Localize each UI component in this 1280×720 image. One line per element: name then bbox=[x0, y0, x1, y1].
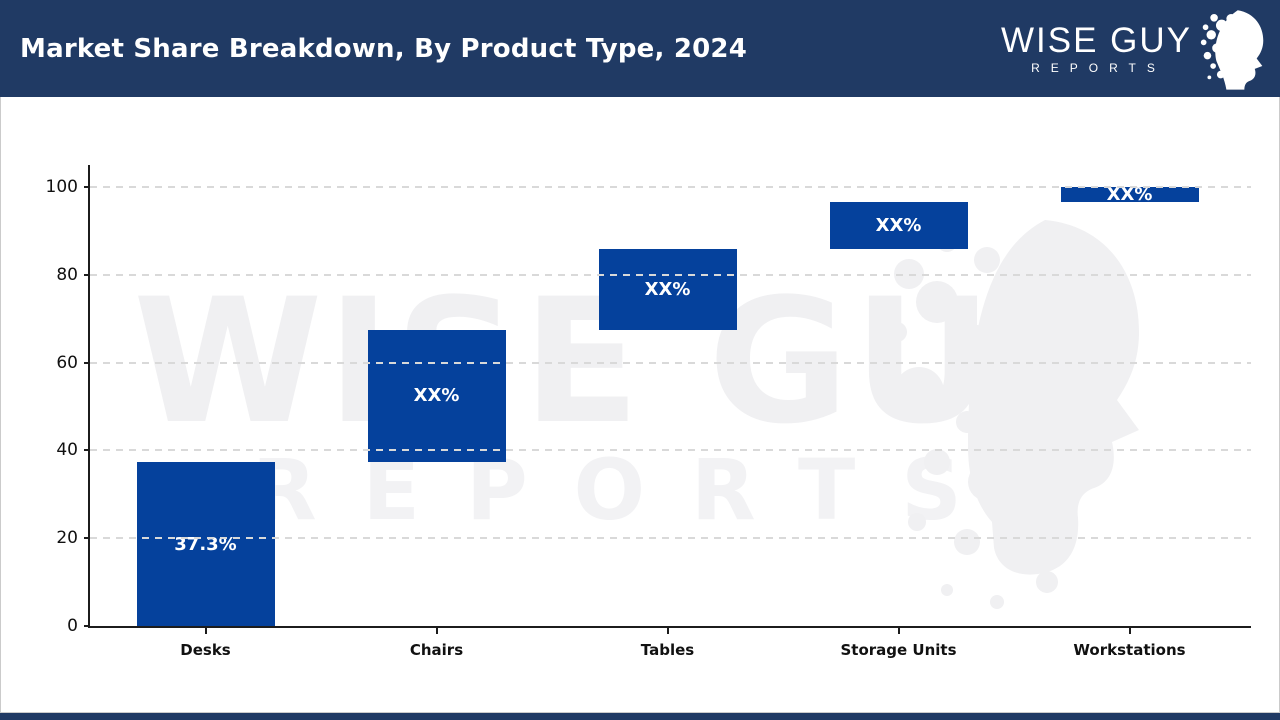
x-tick-0 bbox=[204, 628, 207, 634]
x-tick-4 bbox=[1128, 628, 1131, 634]
gridline-80 bbox=[90, 273, 1251, 276]
wiseguy-logo-line2: REPORTS bbox=[1031, 61, 1166, 75]
y-tick-80 bbox=[84, 273, 90, 276]
y-tick-label-100: 100 bbox=[45, 177, 78, 197]
y-tick-label-60: 60 bbox=[56, 352, 78, 373]
gridline-40 bbox=[90, 449, 1251, 452]
bar-value-label: XX% bbox=[875, 215, 922, 237]
x-tick-label-1: Chairs bbox=[409, 641, 464, 659]
y-tick-20 bbox=[84, 537, 90, 540]
y-tick-label-20: 20 bbox=[56, 528, 78, 549]
x-tick-label-4: Workstations bbox=[1073, 641, 1186, 659]
bar-tables: XX% bbox=[598, 249, 737, 330]
wiseguy-logo-text: WISE GUY REPORTS bbox=[1001, 23, 1192, 74]
y-tick-label-80: 80 bbox=[56, 264, 78, 285]
gridline-60 bbox=[90, 361, 1251, 364]
x-tick-3 bbox=[897, 628, 900, 634]
bar-value-label: XX% bbox=[1106, 184, 1153, 206]
wiseguy-logo-line1: WISE GUY bbox=[1000, 21, 1192, 60]
y-tick-40 bbox=[84, 449, 90, 452]
bar-value-label: XX% bbox=[413, 385, 460, 407]
chart-title: Market Share Breakdown, By Product Type,… bbox=[20, 33, 747, 64]
y-axis-spine bbox=[88, 165, 90, 628]
y-tick-60 bbox=[84, 361, 90, 364]
x-axis-spine bbox=[88, 626, 1251, 628]
y-tick-label-0: 0 bbox=[67, 616, 78, 636]
y-tick-100 bbox=[84, 186, 90, 188]
header-bar: Market Share Breakdown, By Product Type,… bbox=[0, 0, 1280, 97]
bar-workstations: XX% bbox=[1060, 184, 1199, 206]
y-tick-0 bbox=[84, 625, 90, 627]
y-tick-label-40: 40 bbox=[56, 440, 78, 461]
x-tick-2 bbox=[666, 628, 669, 634]
footer-bar bbox=[0, 713, 1280, 720]
bar-storage-units: XX% bbox=[829, 202, 968, 250]
wiseguy-head-icon bbox=[1200, 9, 1264, 90]
gridline-100 bbox=[90, 186, 1251, 188]
bar-chairs: XX% bbox=[367, 329, 506, 463]
gridline-20 bbox=[90, 537, 1251, 540]
x-tick-label-0: Desks bbox=[180, 641, 231, 659]
bar-value-label: XX% bbox=[644, 278, 691, 300]
wiseguy-logo: WISE GUY REPORTS bbox=[1001, 6, 1280, 92]
x-tick-label-2: Tables bbox=[640, 641, 695, 659]
x-tick-label-3: Storage Units bbox=[840, 641, 957, 659]
bar-desks: 37.3% bbox=[136, 462, 275, 626]
x-tick-1 bbox=[435, 628, 438, 634]
